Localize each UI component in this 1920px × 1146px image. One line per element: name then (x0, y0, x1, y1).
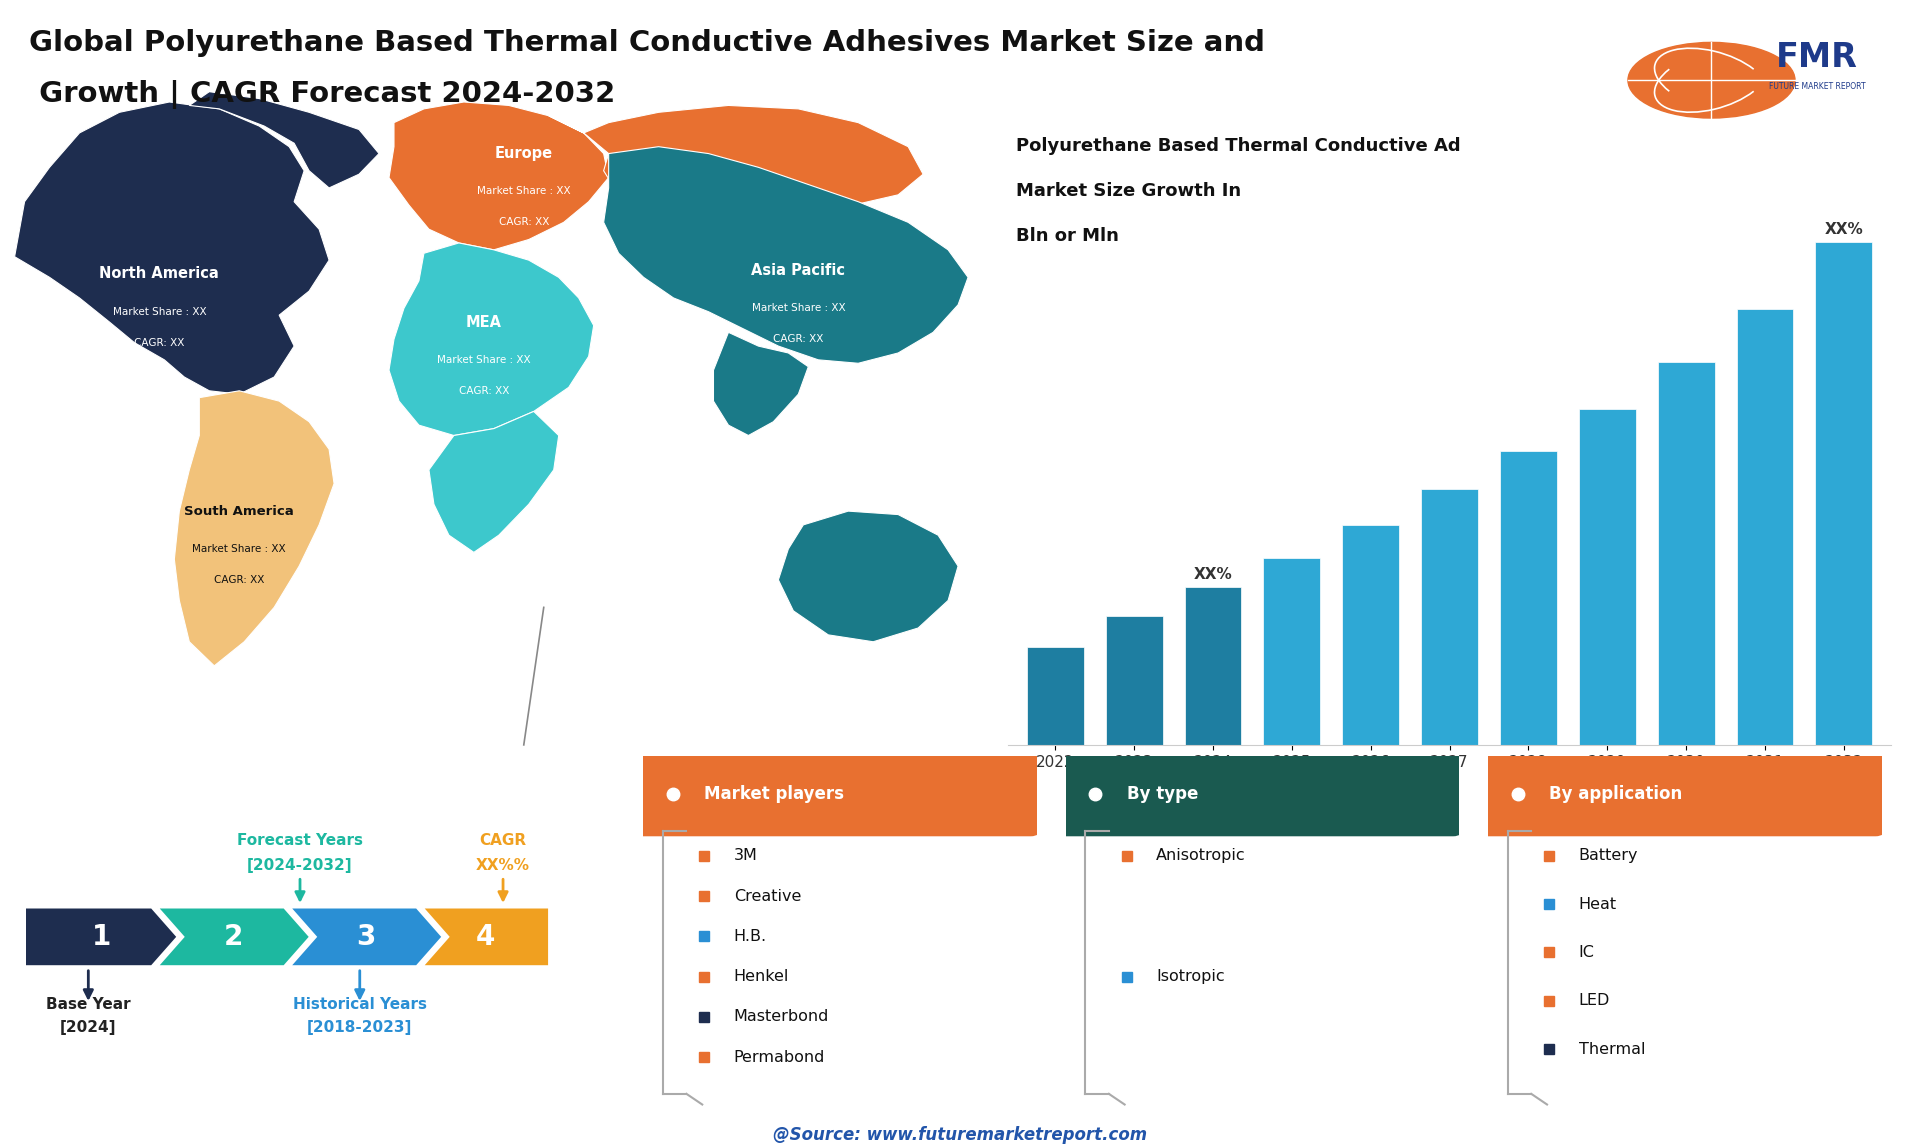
Text: By type: By type (1127, 785, 1198, 803)
Bar (1738, 309, 1793, 745)
Bar (1657, 362, 1715, 745)
Text: Market Size Growth In: Market Size Growth In (1016, 182, 1240, 201)
Polygon shape (15, 102, 328, 394)
Text: Anisotropic: Anisotropic (1156, 848, 1246, 863)
Text: FUTURE MARKET REPORT: FUTURE MARKET REPORT (1768, 83, 1866, 91)
Text: Europe: Europe (495, 146, 553, 162)
Circle shape (1628, 42, 1795, 118)
Polygon shape (25, 908, 179, 966)
Text: Asia Pacific: Asia Pacific (751, 262, 845, 278)
Text: H.B.: H.B. (733, 929, 766, 944)
Text: Growth | CAGR Forecast 2024-2032: Growth | CAGR Forecast 2024-2032 (29, 80, 614, 109)
Bar (1027, 647, 1083, 745)
Text: IC: IC (1578, 945, 1594, 960)
FancyBboxPatch shape (634, 753, 1041, 837)
Text: Isotropic: Isotropic (1156, 970, 1225, 984)
Polygon shape (190, 92, 378, 188)
Text: CAGR: XX: CAGR: XX (774, 335, 824, 344)
Polygon shape (428, 411, 559, 552)
Text: Historical Years: Historical Years (292, 997, 426, 1012)
Text: XX%: XX% (1194, 566, 1233, 582)
Text: CAGR: XX: CAGR: XX (213, 575, 265, 584)
Polygon shape (714, 332, 808, 435)
Text: Market Share : XX: Market Share : XX (192, 544, 286, 554)
Bar (1421, 489, 1478, 745)
Text: 4: 4 (476, 923, 495, 951)
Text: Creative: Creative (733, 888, 801, 903)
Polygon shape (175, 391, 334, 666)
Polygon shape (603, 147, 968, 363)
Text: XX%%: XX%% (476, 858, 530, 873)
Text: 3M: 3M (733, 848, 758, 863)
Text: FMR: FMR (1776, 41, 1859, 74)
Text: CAGR: XX: CAGR: XX (499, 218, 549, 227)
Text: South America: South America (184, 504, 294, 518)
Bar (1263, 558, 1321, 745)
Text: 3: 3 (357, 923, 376, 951)
Text: Market Share : XX: Market Share : XX (751, 304, 845, 313)
Polygon shape (390, 102, 609, 250)
Bar (1500, 452, 1557, 745)
Text: Market Share : XX: Market Share : XX (438, 355, 530, 364)
Text: Market players: Market players (705, 785, 845, 803)
Text: @Source: www.futuremarketreport.com: @Source: www.futuremarketreport.com (774, 1127, 1146, 1144)
Text: Thermal: Thermal (1578, 1042, 1645, 1057)
Text: Bln or Mln: Bln or Mln (1016, 227, 1119, 245)
Text: MEA: MEA (467, 314, 501, 330)
Text: CAGR: XX: CAGR: XX (459, 386, 509, 395)
Text: Market Share : XX: Market Share : XX (113, 307, 205, 316)
Text: Base Year: Base Year (46, 997, 131, 1012)
Text: Forecast Years: Forecast Years (236, 833, 363, 848)
Polygon shape (422, 908, 549, 966)
Text: By application: By application (1549, 785, 1682, 803)
Text: 2: 2 (225, 923, 244, 951)
Polygon shape (390, 243, 593, 435)
Bar (1816, 242, 1872, 745)
Polygon shape (290, 908, 442, 966)
Text: Heat: Heat (1578, 896, 1617, 912)
Text: North America: North America (100, 266, 219, 282)
Bar (1106, 615, 1164, 745)
Text: Polyurethane Based Thermal Conductive Ad: Polyurethane Based Thermal Conductive Ad (1016, 136, 1461, 155)
FancyBboxPatch shape (1478, 753, 1885, 837)
Text: Market Share : XX: Market Share : XX (476, 187, 570, 196)
Text: [2024]: [2024] (60, 1020, 117, 1035)
Bar (1342, 525, 1400, 745)
Polygon shape (778, 511, 958, 642)
Text: CAGR: CAGR (480, 833, 526, 848)
Bar (1578, 409, 1636, 745)
Bar (1185, 587, 1242, 745)
Polygon shape (549, 105, 924, 222)
Text: [2018-2023]: [2018-2023] (307, 1020, 413, 1035)
Text: Permabond: Permabond (733, 1050, 826, 1065)
Polygon shape (157, 908, 309, 966)
Text: Masterbond: Masterbond (733, 1010, 829, 1025)
Text: LED: LED (1578, 994, 1609, 1008)
Text: XX%: XX% (1824, 222, 1862, 237)
Text: Global Polyurethane Based Thermal Conductive Adhesives Market Size and: Global Polyurethane Based Thermal Conduc… (29, 29, 1265, 56)
Text: [2024-2032]: [2024-2032] (248, 858, 353, 873)
Text: Battery: Battery (1578, 848, 1638, 863)
FancyBboxPatch shape (1056, 753, 1463, 837)
Text: 1: 1 (92, 923, 111, 951)
Text: CAGR: XX: CAGR: XX (134, 338, 184, 347)
Text: Henkel: Henkel (733, 970, 789, 984)
